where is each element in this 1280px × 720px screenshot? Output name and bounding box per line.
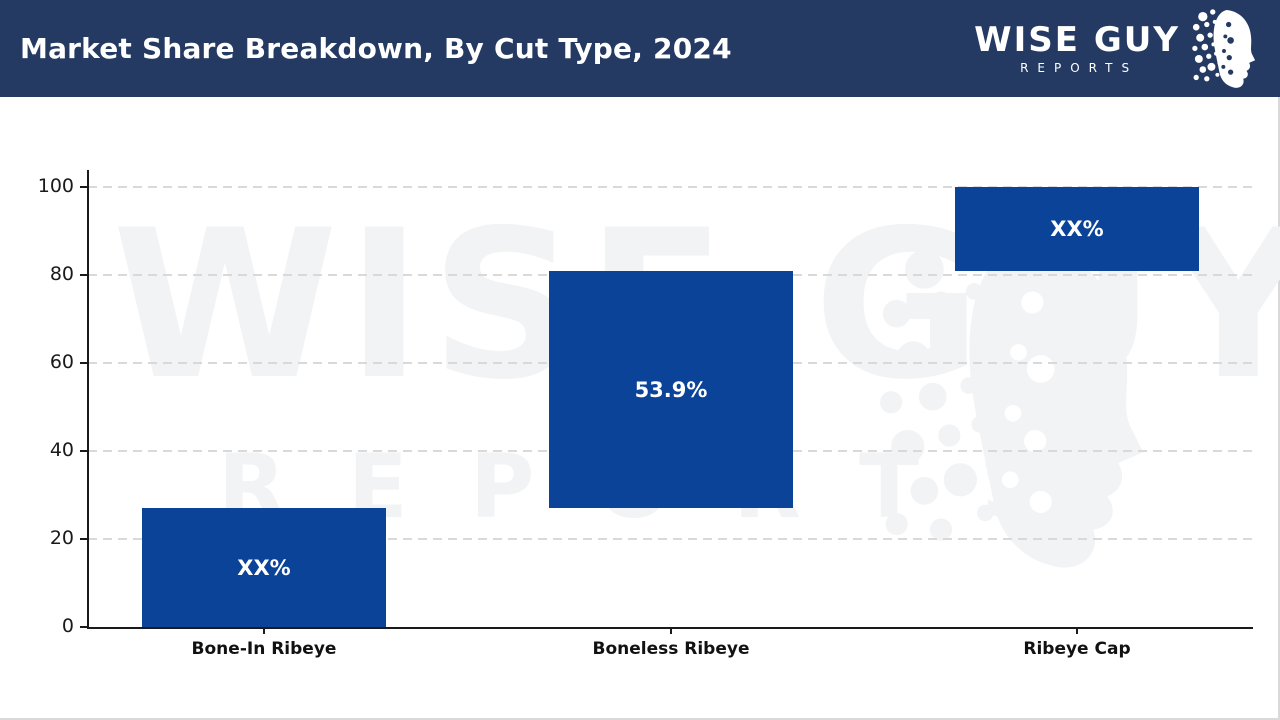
header-bar: Market Share Breakdown, By Cut Type, 202… bbox=[0, 0, 1280, 97]
x-category-label: Bone-In Ribeye bbox=[191, 639, 337, 659]
x-tick-mark-0 bbox=[263, 627, 265, 634]
y-tick-label-80: 80 bbox=[49, 263, 74, 285]
y-tick-label-40: 40 bbox=[49, 439, 74, 461]
x-category-label: Boneless Ribeye bbox=[592, 639, 750, 659]
x-tick-mark-2 bbox=[1076, 627, 1078, 634]
y-tick-label-100: 100 bbox=[37, 175, 74, 197]
brand-logo-name: WISE GUY bbox=[974, 19, 1180, 60]
bar-ribeye-cap: XX% bbox=[955, 187, 1199, 272]
watermark-face-icon bbox=[880, 238, 1144, 568]
bar-value-label: XX% bbox=[237, 555, 291, 580]
y-tick-label-20: 20 bbox=[49, 527, 74, 549]
x-category-label: Ribeye Cap bbox=[1023, 639, 1131, 659]
y-tick-mark-40 bbox=[80, 450, 88, 452]
y-axis-spine bbox=[87, 170, 89, 629]
y-tick-label-0: 0 bbox=[61, 615, 74, 637]
bar-value-label: 53.9% bbox=[634, 377, 708, 402]
y-tick-mark-20 bbox=[80, 538, 88, 540]
y-tick-mark-0 bbox=[80, 626, 88, 628]
y-tick-label-60: 60 bbox=[49, 351, 74, 373]
x-tick-mark-1 bbox=[670, 627, 672, 634]
x-axis-spine bbox=[87, 627, 1253, 629]
brand-logo-subtitle: REPORTS bbox=[1020, 60, 1139, 75]
brand-logo: WISE GUY REPORTS bbox=[974, 6, 1266, 92]
chart-title: Market Share Breakdown, By Cut Type, 202… bbox=[20, 32, 732, 65]
brand-logo-text: WISE GUY REPORTS bbox=[974, 23, 1180, 75]
bar-value-label: XX% bbox=[1050, 217, 1104, 242]
brand-face-icon bbox=[1192, 8, 1256, 88]
bar-bone-in-ribeye: XX% bbox=[142, 508, 386, 627]
y-tick-mark-80 bbox=[80, 274, 88, 276]
gridline-y100 bbox=[88, 186, 1253, 188]
bar-boneless-ribeye: 53.9% bbox=[549, 271, 793, 509]
y-tick-mark-60 bbox=[80, 362, 88, 364]
gridline-y20 bbox=[88, 538, 1253, 540]
y-tick-mark-100 bbox=[80, 186, 88, 188]
